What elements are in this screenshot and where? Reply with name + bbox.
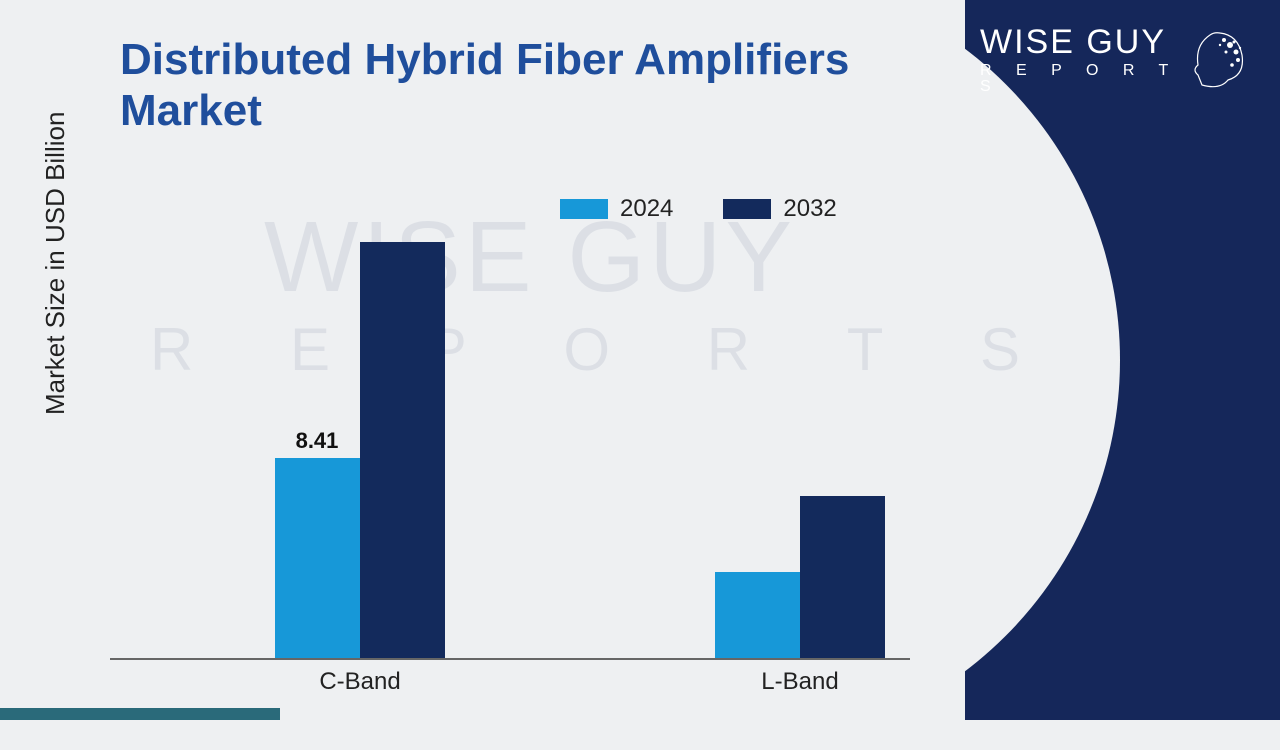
brand-head-icon	[1190, 30, 1250, 90]
brand-logo: WISE GUY R E P O R T S	[980, 25, 1250, 95]
legend-label-2032: 2032	[783, 195, 836, 223]
x-axis-baseline	[110, 658, 910, 660]
bar-lband-2024	[715, 572, 800, 658]
bar-lband-2032	[800, 496, 885, 658]
bar-group-lband: L-Band	[715, 496, 885, 658]
brand-name: WISE GUY	[980, 25, 1182, 59]
bar-cband-2024: 8.41	[275, 458, 360, 658]
bar-value-label: 8.41	[257, 428, 377, 454]
legend-swatch-2032	[723, 199, 771, 219]
legend-item-2024: 2024	[560, 195, 673, 223]
bar-cband-2032	[360, 242, 445, 658]
legend-label-2024: 2024	[620, 195, 673, 223]
category-label-lband: L-Band	[700, 668, 900, 696]
chart-plot-area: 8.41 C-Band L-Band	[110, 230, 910, 660]
legend-swatch-2024	[560, 199, 608, 219]
chart-title: Distributed Hybrid Fiber Amplifiers Mark…	[120, 35, 860, 136]
bar-group-cband: 8.41 C-Band	[275, 242, 445, 658]
category-label-cband: C-Band	[260, 668, 460, 696]
brand-subtitle: R E P O R T S	[980, 63, 1182, 95]
footer-accent-strip	[0, 708, 280, 720]
legend: 2024 2032	[560, 195, 837, 223]
y-axis-label: Market Size in USD Billion	[40, 112, 71, 415]
legend-item-2032: 2032	[723, 195, 836, 223]
